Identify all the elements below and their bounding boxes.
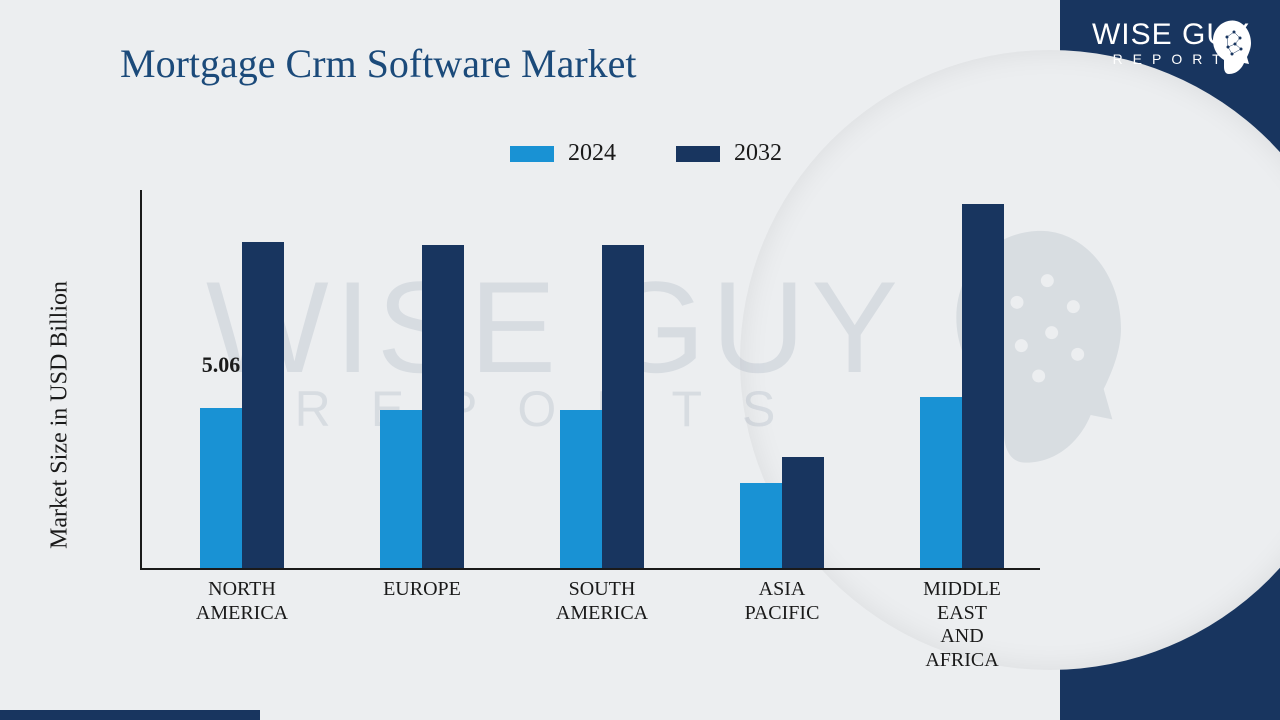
- bar: [380, 410, 422, 568]
- bar-group: [152, 242, 332, 568]
- bar: [740, 483, 782, 569]
- bar: [560, 410, 602, 568]
- bar-group: [872, 204, 1052, 568]
- x-axis-label: EUROPE: [332, 578, 512, 602]
- legend-swatch-2024: [510, 146, 554, 162]
- bar: [962, 204, 1004, 568]
- x-axis-label: NORTHAMERICA: [152, 578, 332, 625]
- logo-head-icon: [1204, 18, 1256, 78]
- bar-group: [692, 457, 872, 568]
- bar: [200, 408, 242, 568]
- bar: [422, 245, 464, 568]
- y-axis-label: Market Size in USD Billion: [47, 281, 74, 549]
- chart-stage: WISE GUY REPORTS WISE GUY REPORTS: [0, 0, 1280, 720]
- legend-swatch-2032: [676, 146, 720, 162]
- bar: [782, 457, 824, 568]
- legend-label-2032: 2032: [734, 140, 782, 167]
- bar-group: [512, 245, 692, 568]
- legend-item-2032: 2032: [676, 140, 782, 167]
- bar: [920, 397, 962, 568]
- x-axis-label: SOUTHAMERICA: [512, 578, 692, 625]
- legend-item-2024: 2024: [510, 140, 616, 167]
- legend: 2024 2032: [510, 140, 782, 167]
- x-axis-label: ASIAPACIFIC: [692, 578, 872, 625]
- plot-region: 5.06NORTHAMERICAEUROPESOUTHAMERICAASIAPA…: [140, 190, 1040, 570]
- chart-area: Market Size in USD Billion 2024 2032 5.0…: [50, 140, 1040, 690]
- brand-logo: WISE GUY REPORTS: [1092, 20, 1250, 66]
- legend-label-2024: 2024: [568, 140, 616, 167]
- bottom-accent-bar: [0, 710, 260, 720]
- bar-group: [332, 245, 512, 568]
- chart-title: Mortgage Crm Software Market: [120, 40, 637, 87]
- bar: [602, 245, 644, 568]
- x-axis-label: MIDDLEEASTANDAFRICA: [872, 578, 1052, 672]
- bar: [242, 242, 284, 568]
